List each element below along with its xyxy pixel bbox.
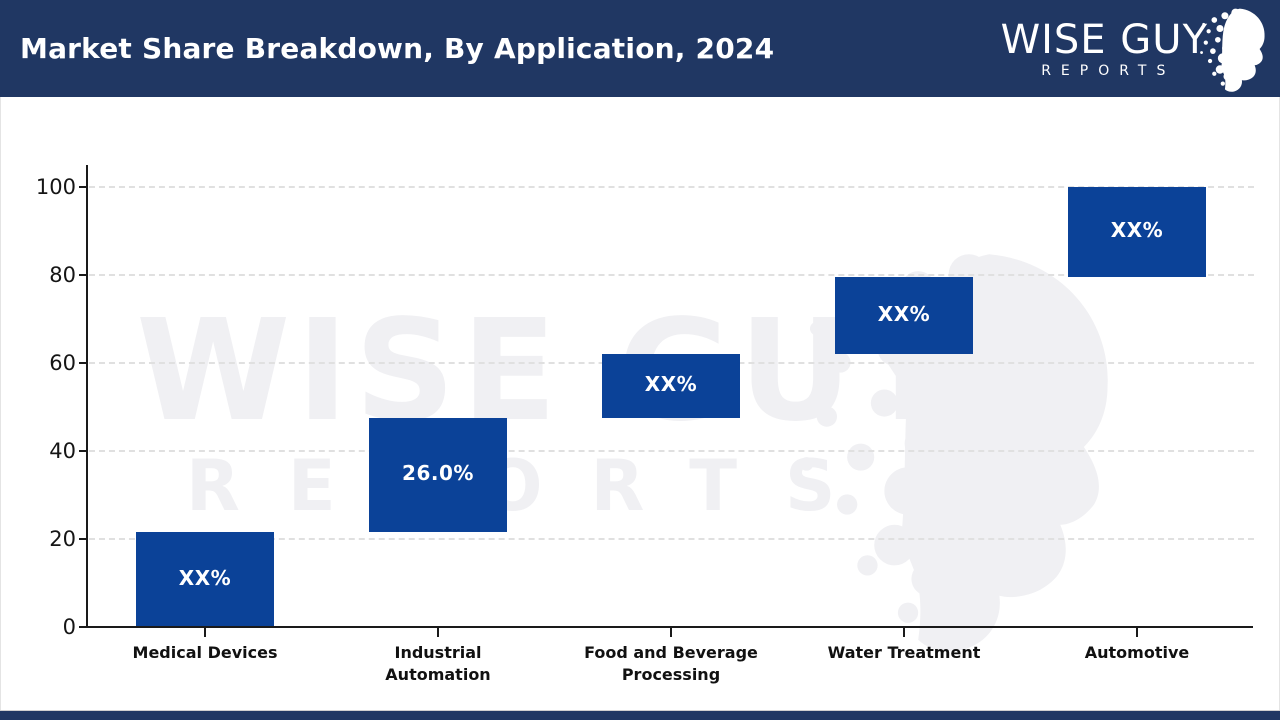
chart-area: WISE GUY REPORTS bbox=[0, 97, 1280, 710]
footer-bar bbox=[0, 710, 1280, 720]
brand-logo: WISE GUY REPORTS bbox=[1001, 4, 1272, 94]
page-title: Market Share Breakdown, By Application, … bbox=[20, 32, 775, 65]
watermark-head-icon bbox=[799, 254, 1108, 652]
brand-head-icon bbox=[1200, 8, 1265, 92]
watermark-text-line2: REPORTS bbox=[186, 445, 884, 527]
brand-name: WISE GUY bbox=[1000, 16, 1208, 63]
brand-tagline: REPORTS bbox=[1041, 62, 1176, 79]
watermark-text-line1: WISE GUY bbox=[136, 290, 966, 453]
header-bar: Market Share Breakdown, By Application, … bbox=[0, 0, 1280, 97]
brand-logo-text: WISE GUY REPORTS bbox=[1001, 20, 1208, 79]
